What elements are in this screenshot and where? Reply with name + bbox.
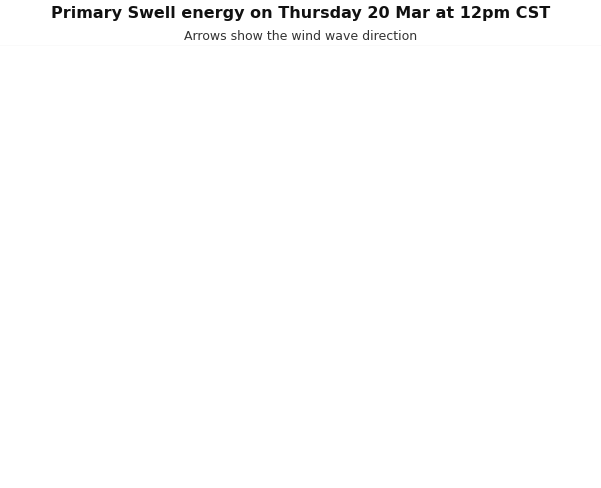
Text: Install cartopy for map rendering: Install cartopy for map rendering	[186, 260, 415, 274]
Text: Primary Swell energy on Thursday 20 Mar at 12pm CST: Primary Swell energy on Thursday 20 Mar …	[51, 6, 550, 21]
Text: Arrows show the wind wave direction: Arrows show the wind wave direction	[184, 30, 417, 42]
